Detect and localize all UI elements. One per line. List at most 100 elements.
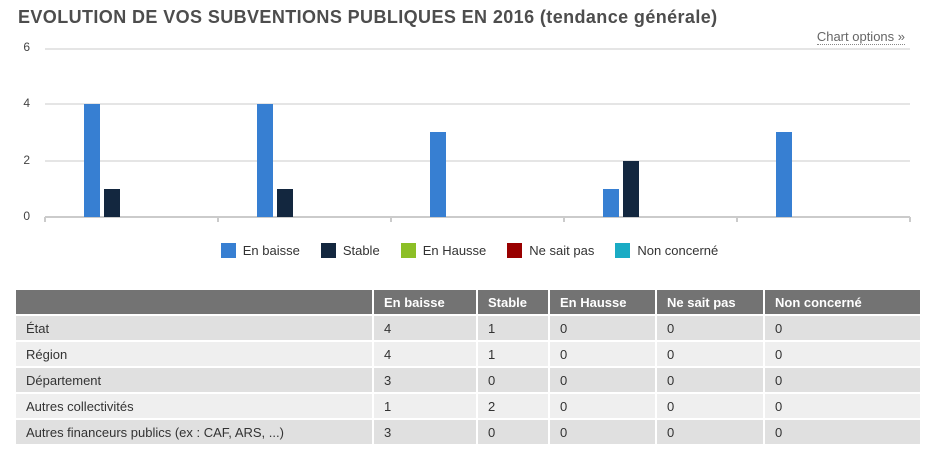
data-table: En baisse Stable En Hausse Ne sait pas N…	[14, 288, 922, 446]
legend-item-non-concerne: Non concerné	[615, 243, 718, 258]
table-cell: 0	[655, 340, 765, 368]
bar-group-autres-financeurs-publics-ex--	[737, 48, 910, 217]
table-cell: 0	[763, 418, 922, 446]
legend-item-stable: Stable	[320, 243, 380, 258]
legend-item-en-baisse: En baisse	[220, 243, 300, 258]
table-cell: 0	[548, 366, 657, 394]
legend-swatch-en-hausse	[400, 243, 416, 258]
table-header-cell-stable: Stable	[476, 288, 550, 316]
bar-slot	[83, 104, 100, 217]
bar-stable	[276, 189, 293, 217]
table-cell: 0	[655, 418, 765, 446]
x-axis-baseline	[45, 216, 910, 218]
bar-slot	[429, 132, 446, 217]
gridline	[45, 48, 910, 50]
chart-options-link[interactable]: Chart options »	[816, 29, 905, 45]
legend-swatch-en-baisse	[220, 243, 236, 258]
table-cell: 0	[548, 392, 657, 420]
table-cell: 3	[372, 418, 478, 446]
table-header-row: En baisse Stable En Hausse Ne sait pas N…	[14, 288, 922, 316]
table-cell: 0	[655, 366, 765, 394]
table-cell: 1	[372, 392, 478, 420]
bar-group-etat	[45, 48, 218, 217]
table-cell: 3	[372, 366, 478, 394]
row-label: Autres collectivités	[14, 392, 374, 420]
table-cell: 0	[655, 314, 765, 342]
table-cell: 0	[548, 418, 657, 446]
legend-item-ne-sait-pas: Ne sait pas	[507, 243, 594, 258]
y-axis-tick-label: 0	[23, 209, 30, 223]
table-row: Autres collectivités 1 2 0 0 0	[14, 392, 922, 420]
bar-en-baisse	[83, 104, 100, 217]
table-cell: 0	[548, 340, 657, 368]
table-header-cell-en-hausse: En Hausse	[548, 288, 657, 316]
y-axis-tick-label: 4	[23, 96, 30, 111]
bar-slot	[276, 189, 293, 217]
bar-stable	[103, 189, 120, 217]
table-row: Région 4 1 0 0 0	[14, 340, 922, 368]
legend-swatch-non-concerne	[615, 243, 631, 258]
row-label: Département	[14, 366, 374, 394]
table-cell: 4	[372, 314, 478, 342]
bar-en-baisse	[602, 189, 619, 217]
table-row: État 4 1 0 0 0	[14, 314, 922, 342]
legend-label: Stable	[342, 243, 380, 258]
x-axis-tick	[390, 217, 392, 222]
table-cell: 0	[763, 340, 922, 368]
legend-swatch-stable	[320, 243, 336, 258]
x-axis-tick	[44, 217, 46, 222]
bar-group-region	[218, 48, 391, 217]
table-cell: 0	[476, 418, 550, 446]
bar-groups	[45, 48, 910, 217]
bar-slot	[602, 189, 619, 217]
table-cell: 2	[476, 392, 550, 420]
gridline	[45, 159, 910, 162]
table-header-cell-non-concerne: Non concerné	[763, 288, 922, 316]
y-axis-tick-label: 2	[23, 152, 30, 167]
row-label: Région	[14, 340, 374, 368]
table-row: Département 3 0 0 0 0	[14, 366, 922, 394]
table-cell: 0	[548, 314, 657, 342]
x-axis	[44, 217, 911, 222]
table-cell: 0	[655, 392, 765, 420]
table-cell: 1	[476, 340, 550, 368]
chart-title: EVOLUTION DE VOS SUBVENTIONS PUBLIQUES E…	[18, 7, 718, 27]
table-cell: 0	[763, 392, 922, 420]
table-row: Autres financeurs publics (ex : CAF, ARS…	[14, 418, 922, 446]
row-label: État	[14, 314, 374, 342]
x-axis-tick	[563, 217, 565, 222]
legend-item-en-hausse: En Hausse	[400, 243, 487, 258]
chart-legend: En baisse Stable En Hausse Ne sait pas Non c…	[0, 243, 939, 258]
table-cell: 1	[476, 314, 550, 342]
table-header-cell-label	[14, 288, 374, 316]
table-cell: 0	[476, 366, 550, 394]
table-header-cell-en-baisse: En baisse	[372, 288, 478, 316]
x-axis-tick	[909, 217, 911, 222]
bar-stable	[622, 161, 639, 217]
table-header-cell-ne-sait-pas: Ne sait pas	[655, 288, 765, 316]
table-cell: 4	[372, 340, 478, 368]
bar-slot	[622, 161, 639, 217]
bar-group-autres-collectivites	[564, 48, 737, 217]
x-axis-tick	[736, 217, 738, 222]
bar-slot	[103, 189, 120, 217]
x-axis-tick	[217, 217, 219, 222]
gridline	[45, 103, 910, 106]
y-axis-tick-label: 6	[23, 40, 30, 54]
bar-en-baisse	[775, 132, 792, 217]
legend-label: Non concerné	[637, 243, 719, 258]
legend-swatch-ne-sait-pas	[507, 243, 523, 258]
bar-group-departement	[391, 48, 564, 217]
y-axis: 0 2 4 6	[0, 40, 38, 223]
legend-label: En Hausse	[422, 243, 487, 258]
bar-en-baisse	[429, 132, 446, 217]
legend-label: Ne sait pas	[529, 243, 595, 258]
legend-label: En baisse	[242, 243, 300, 258]
bar-en-baisse	[256, 104, 273, 217]
row-label: Autres financeurs publics (ex : CAF, ARS…	[14, 418, 374, 446]
bar-chart: 0 2 4 6	[0, 40, 939, 226]
bar-slot	[256, 104, 273, 217]
bar-slot	[775, 132, 792, 217]
table-cell: 0	[763, 366, 922, 394]
